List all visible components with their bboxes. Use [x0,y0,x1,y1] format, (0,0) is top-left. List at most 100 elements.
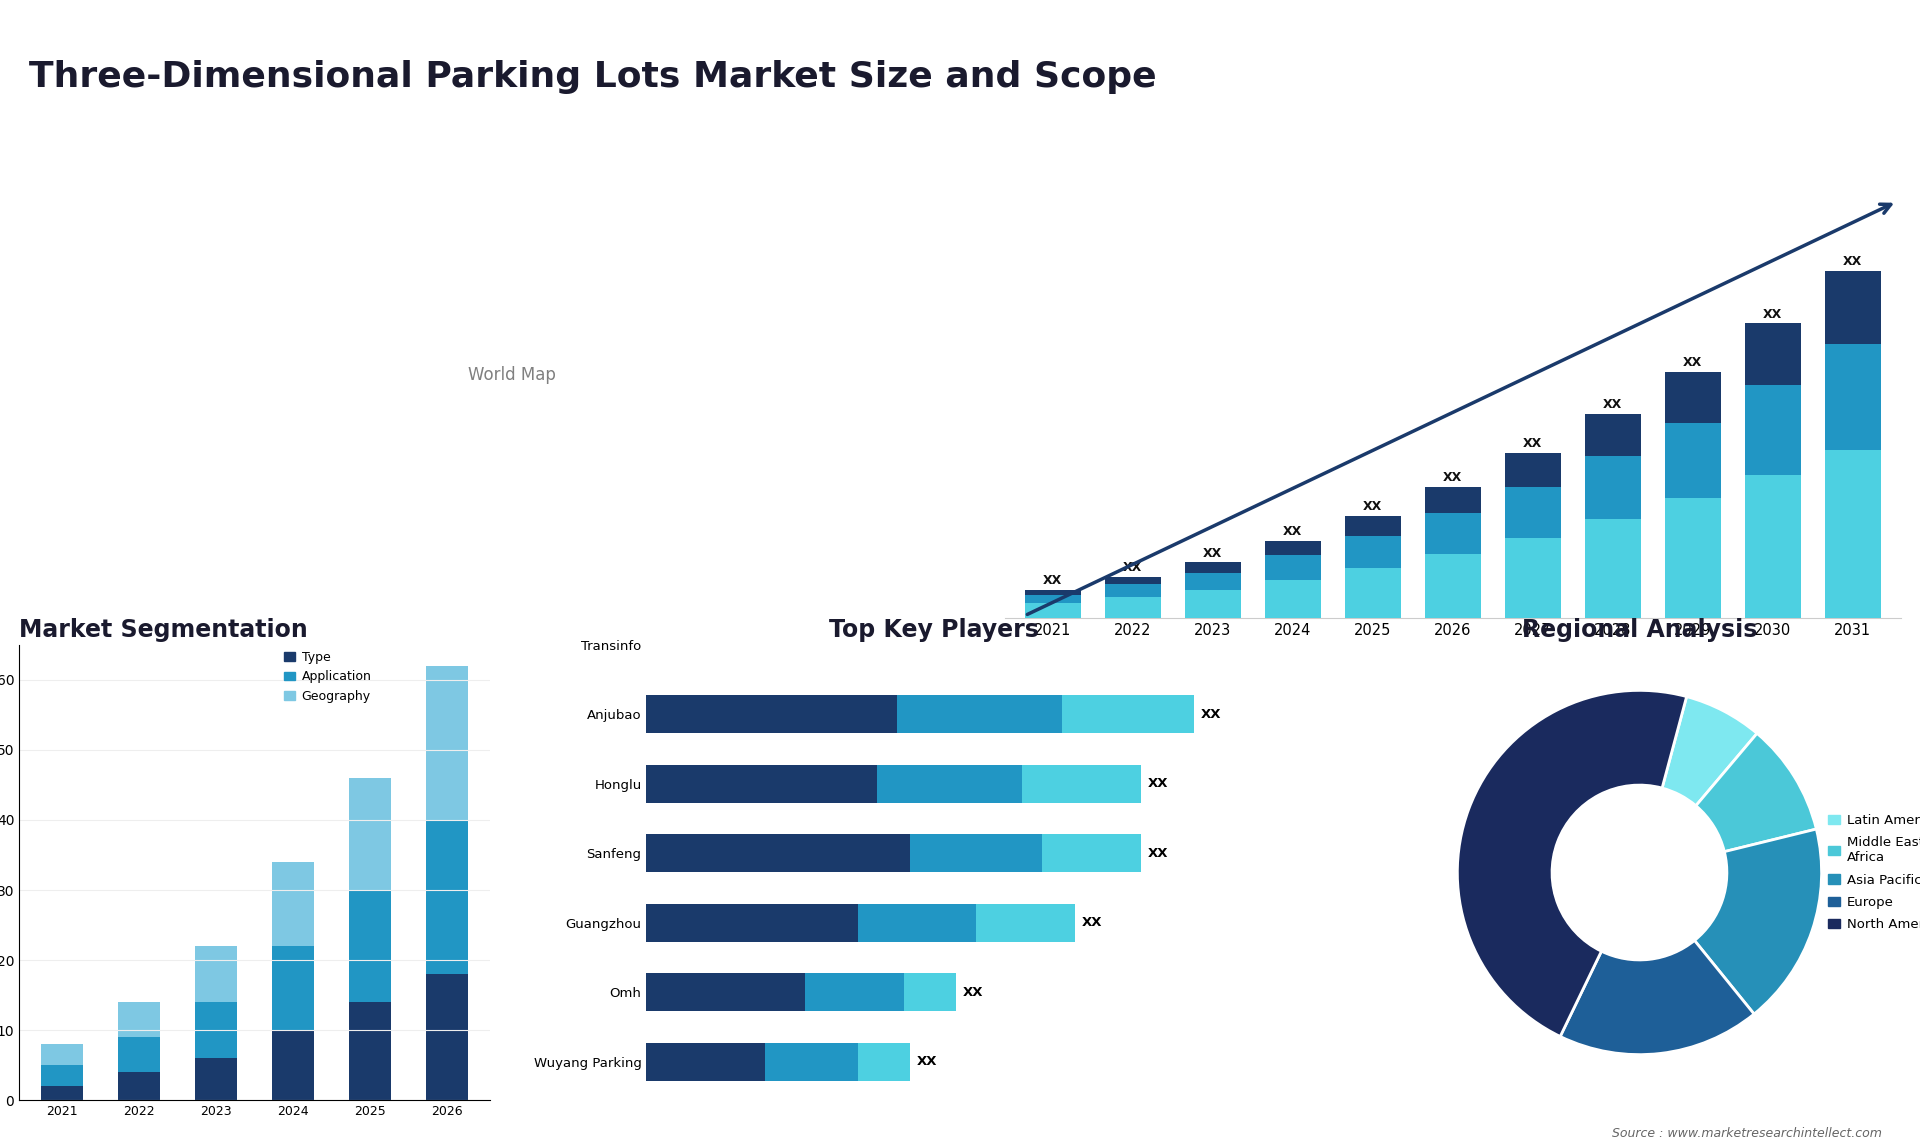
Text: XX: XX [1684,355,1703,369]
Text: XX: XX [964,986,983,999]
Bar [647,764,877,803]
Bar [910,834,1043,872]
Bar [647,1043,766,1081]
Bar [426,821,468,974]
Bar [1344,516,1402,536]
Bar [1745,323,1801,385]
Bar [349,1002,392,1100]
Bar [273,862,315,947]
Text: World Map: World Map [468,366,557,384]
Bar [1745,474,1801,618]
Bar [426,974,468,1100]
Wedge shape [1457,690,1686,1036]
Bar [349,778,392,890]
Bar [1505,537,1561,618]
Title: Top Key Players: Top Key Players [829,618,1039,642]
Text: XX: XX [1204,547,1223,559]
Text: XX: XX [1148,777,1167,791]
Bar [1062,696,1194,733]
Bar [349,890,392,1002]
Bar [1043,834,1140,872]
Bar [1025,595,1081,603]
Text: Market Segmentation: Market Segmentation [19,618,307,642]
Bar [1104,578,1162,584]
Bar [1584,519,1642,618]
Bar [40,1086,83,1100]
Wedge shape [1695,829,1822,1014]
Bar [647,696,897,733]
Bar [1505,487,1561,537]
Bar [858,1043,910,1081]
Bar [1185,573,1240,590]
Bar [1584,456,1642,519]
Wedge shape [1561,941,1755,1054]
Bar [858,904,975,942]
Bar [1824,344,1882,450]
Bar [1023,764,1140,803]
Legend: Type, Application, Geography: Type, Application, Geography [284,651,372,702]
Legend: Latin America, Middle East &
Africa, Asia Pacific, Europe, North America: Latin America, Middle East & Africa, Asi… [1828,814,1920,931]
Bar [273,1030,315,1100]
Bar [1104,597,1162,618]
Wedge shape [1695,733,1816,851]
Text: XX: XX [1283,525,1302,537]
Bar [1505,453,1561,487]
Text: XX: XX [1603,398,1622,411]
Bar [647,834,910,872]
Bar [1265,555,1321,580]
Bar [1584,414,1642,456]
Bar [647,973,804,1012]
Bar [1265,541,1321,555]
Bar [426,666,468,821]
Bar [1104,584,1162,597]
Bar [1025,590,1081,595]
Text: XX: XX [1043,574,1062,587]
Bar [194,947,236,1002]
Text: XX: XX [1148,847,1167,860]
Bar [117,1002,159,1037]
Bar [975,904,1075,942]
Bar [1824,270,1882,344]
Bar [1824,450,1882,618]
Bar [1025,603,1081,618]
Bar [766,1043,858,1081]
Text: XX: XX [1763,307,1782,321]
Bar [897,696,1062,733]
Bar [877,764,1023,803]
Bar [1425,554,1480,618]
Bar [194,1002,236,1058]
Circle shape [1551,785,1726,960]
Bar [647,904,858,942]
Text: XX: XX [1081,917,1102,929]
Title: Regional Analysis: Regional Analysis [1523,618,1757,642]
Bar [1665,423,1720,499]
Bar [904,973,956,1012]
Text: XX: XX [1843,256,1862,268]
Bar [1665,499,1720,618]
Text: XX: XX [918,1055,937,1068]
Bar [273,947,315,1030]
Bar [1344,536,1402,568]
Text: Three-Dimensional Parking Lots Market Size and Scope: Three-Dimensional Parking Lots Market Si… [29,60,1156,94]
Text: XX: XX [1523,438,1542,450]
Bar [1265,580,1321,618]
Bar [40,1065,83,1086]
Bar [1665,371,1720,423]
Text: Source : www.marketresearchintellect.com: Source : www.marketresearchintellect.com [1611,1128,1882,1140]
Bar [1425,487,1480,513]
Wedge shape [1663,697,1757,806]
Bar [194,1058,236,1100]
Bar [1185,563,1240,573]
Bar [1425,513,1480,554]
Text: XX: XX [1444,471,1463,484]
Bar [1344,568,1402,618]
Bar [1745,385,1801,474]
Bar [117,1073,159,1100]
Text: XX: XX [1363,500,1382,513]
Bar [40,1044,83,1065]
Bar [804,973,904,1012]
Text: XX: XX [1200,708,1221,721]
Bar [1185,590,1240,618]
Text: XX: XX [1123,562,1142,574]
Bar [117,1037,159,1073]
